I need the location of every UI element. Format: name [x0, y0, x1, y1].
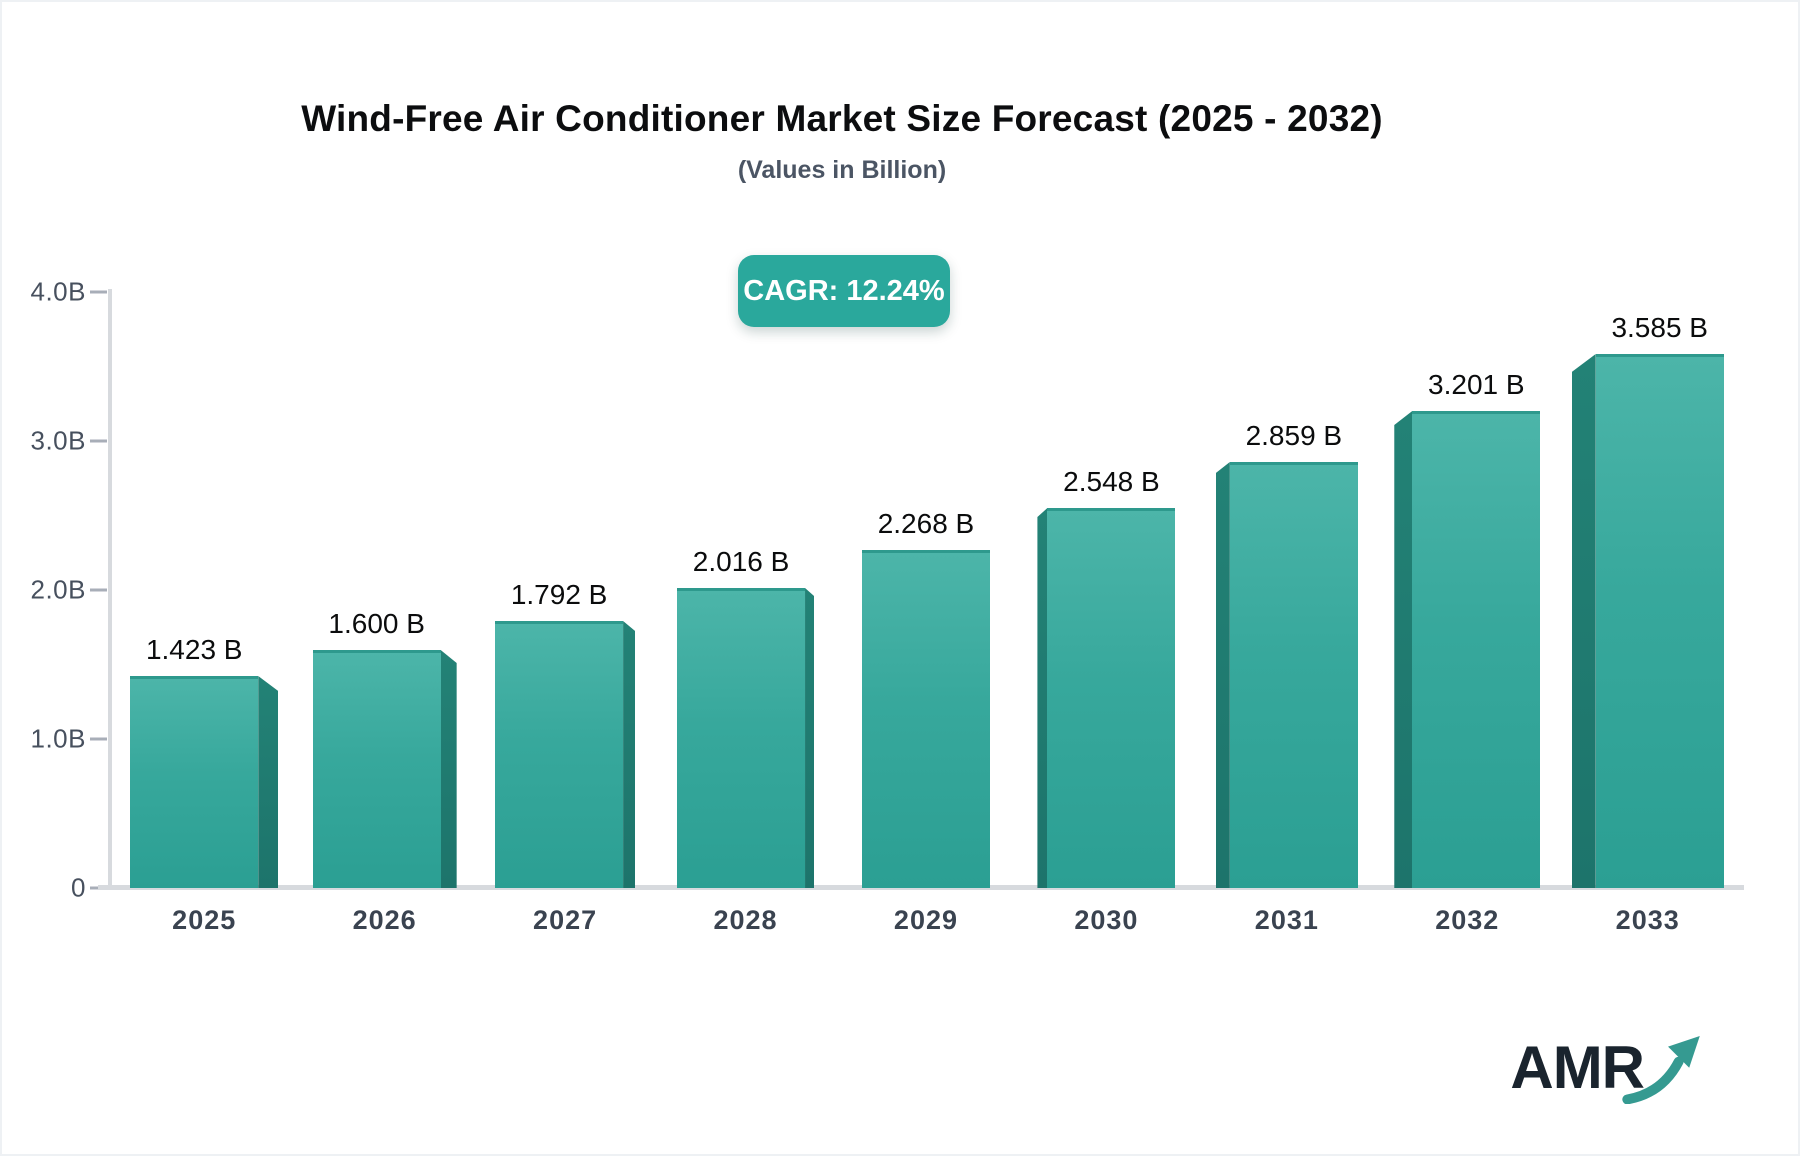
y-axis-tick-mark — [90, 290, 107, 294]
bar-value-label: 2.268 B — [877, 508, 975, 539]
bar-side-3d — [1037, 508, 1048, 888]
plot-area: 1.423 B 1.600 B 1.792 B 2.016 B 2.268 B 2.548… — [114, 292, 1738, 888]
bar-column: 1.792 B — [475, 292, 655, 888]
chart-title: Wind-Free Air Conditioner Market Size Fo… — [301, 98, 1383, 139]
bar-value-label: 1.792 B — [510, 579, 608, 610]
x-axis-label: 2026 — [352, 905, 417, 935]
bar-face — [495, 621, 624, 888]
bar: 1.600 B — [312, 608, 457, 888]
x-axis-label: 2029 — [893, 905, 958, 935]
bar-face — [312, 650, 441, 888]
bar-column: 2.016 B — [655, 292, 835, 888]
amr-logo: AMR — [1510, 1032, 1702, 1104]
x-axis-label: 2025 — [172, 905, 237, 935]
y-axis-tick-mark — [90, 588, 107, 592]
bar-face — [677, 588, 806, 888]
chart-subtitle: (Values in Billion) — [737, 156, 947, 184]
bar-value-label: 1.423 B — [145, 634, 243, 665]
y-axis-tick-label: 0 — [71, 872, 86, 903]
bar: 1.423 B — [130, 634, 279, 888]
bar-face — [130, 676, 259, 888]
bar-value-label: 1.600 B — [328, 608, 425, 639]
x-axis-label: 2032 — [1435, 905, 1500, 935]
x-axis-labels: 2025 2026 2027 2028 2029 2030 2031 2032 2033 — [114, 905, 1738, 936]
x-axis-label: 2030 — [1074, 905, 1139, 935]
y-axis-tick-label: 3.0B — [30, 425, 86, 456]
bar-side-3d — [1571, 354, 1596, 888]
bar: 2.016 B — [677, 546, 815, 888]
bar: 1.792 B — [495, 579, 636, 888]
bar-side-3d — [258, 676, 279, 888]
bar-side-3d — [440, 650, 457, 888]
bar: 3.201 B — [1394, 369, 1541, 888]
bar-face — [1047, 508, 1176, 888]
x-axis-label: 2033 — [1615, 905, 1680, 935]
bar-face — [1229, 462, 1358, 888]
bar: 2.859 B — [1215, 420, 1358, 888]
bar: 2.268 B — [861, 508, 990, 888]
bar-column: 3.201 B — [1377, 292, 1557, 888]
chart-header: Wind-Free Air Conditioner Market Size Fo… — [2, 2, 1682, 185]
bar-value-label: 2.859 B — [1245, 420, 1343, 451]
bar-value-label: 3.201 B — [1428, 369, 1525, 400]
cagr-badge: CAGR: 12.24% — [738, 255, 950, 327]
bar-side-3d — [623, 621, 636, 888]
bar-side-3d — [1215, 462, 1230, 888]
y-axis-tick-label: 2.0B — [30, 574, 86, 605]
y-axis-tick-label: 4.0B — [30, 276, 86, 307]
y-axis-line — [108, 289, 112, 890]
y-axis-tick-label: 1.0B — [30, 723, 86, 754]
x-axis-label: 2027 — [533, 905, 598, 935]
x-axis-label: 2031 — [1254, 905, 1319, 935]
bar-column: 2.859 B — [1197, 292, 1377, 888]
bar: 3.585 B — [1571, 312, 1724, 888]
bar-column: 1.600 B — [294, 292, 474, 888]
bar-face — [1412, 411, 1541, 888]
bar-column: 2.268 B — [836, 292, 1016, 888]
bar-face — [861, 550, 990, 888]
bar-value-label: 3.585 B — [1611, 312, 1708, 343]
y-axis-tick-mark — [90, 439, 107, 443]
bar-column: 1.423 B — [114, 292, 294, 888]
amr-logo-text: AMR — [1510, 1034, 1645, 1101]
bar-value-label: 2.016 B — [692, 546, 790, 577]
bar-column: 3.585 B — [1558, 292, 1738, 888]
bar-value-label: 2.548 B — [1063, 466, 1160, 497]
bar-side-3d — [1394, 411, 1413, 888]
bar-face — [1595, 354, 1724, 888]
bar-column: 2.548 B — [1016, 292, 1196, 888]
bar-side-3d — [805, 588, 815, 888]
y-axis-tick-mark — [90, 737, 107, 741]
x-axis-label: 2028 — [713, 905, 778, 935]
growth-arrow-icon — [1622, 1036, 1700, 1104]
bar: 2.548 B — [1037, 466, 1176, 888]
